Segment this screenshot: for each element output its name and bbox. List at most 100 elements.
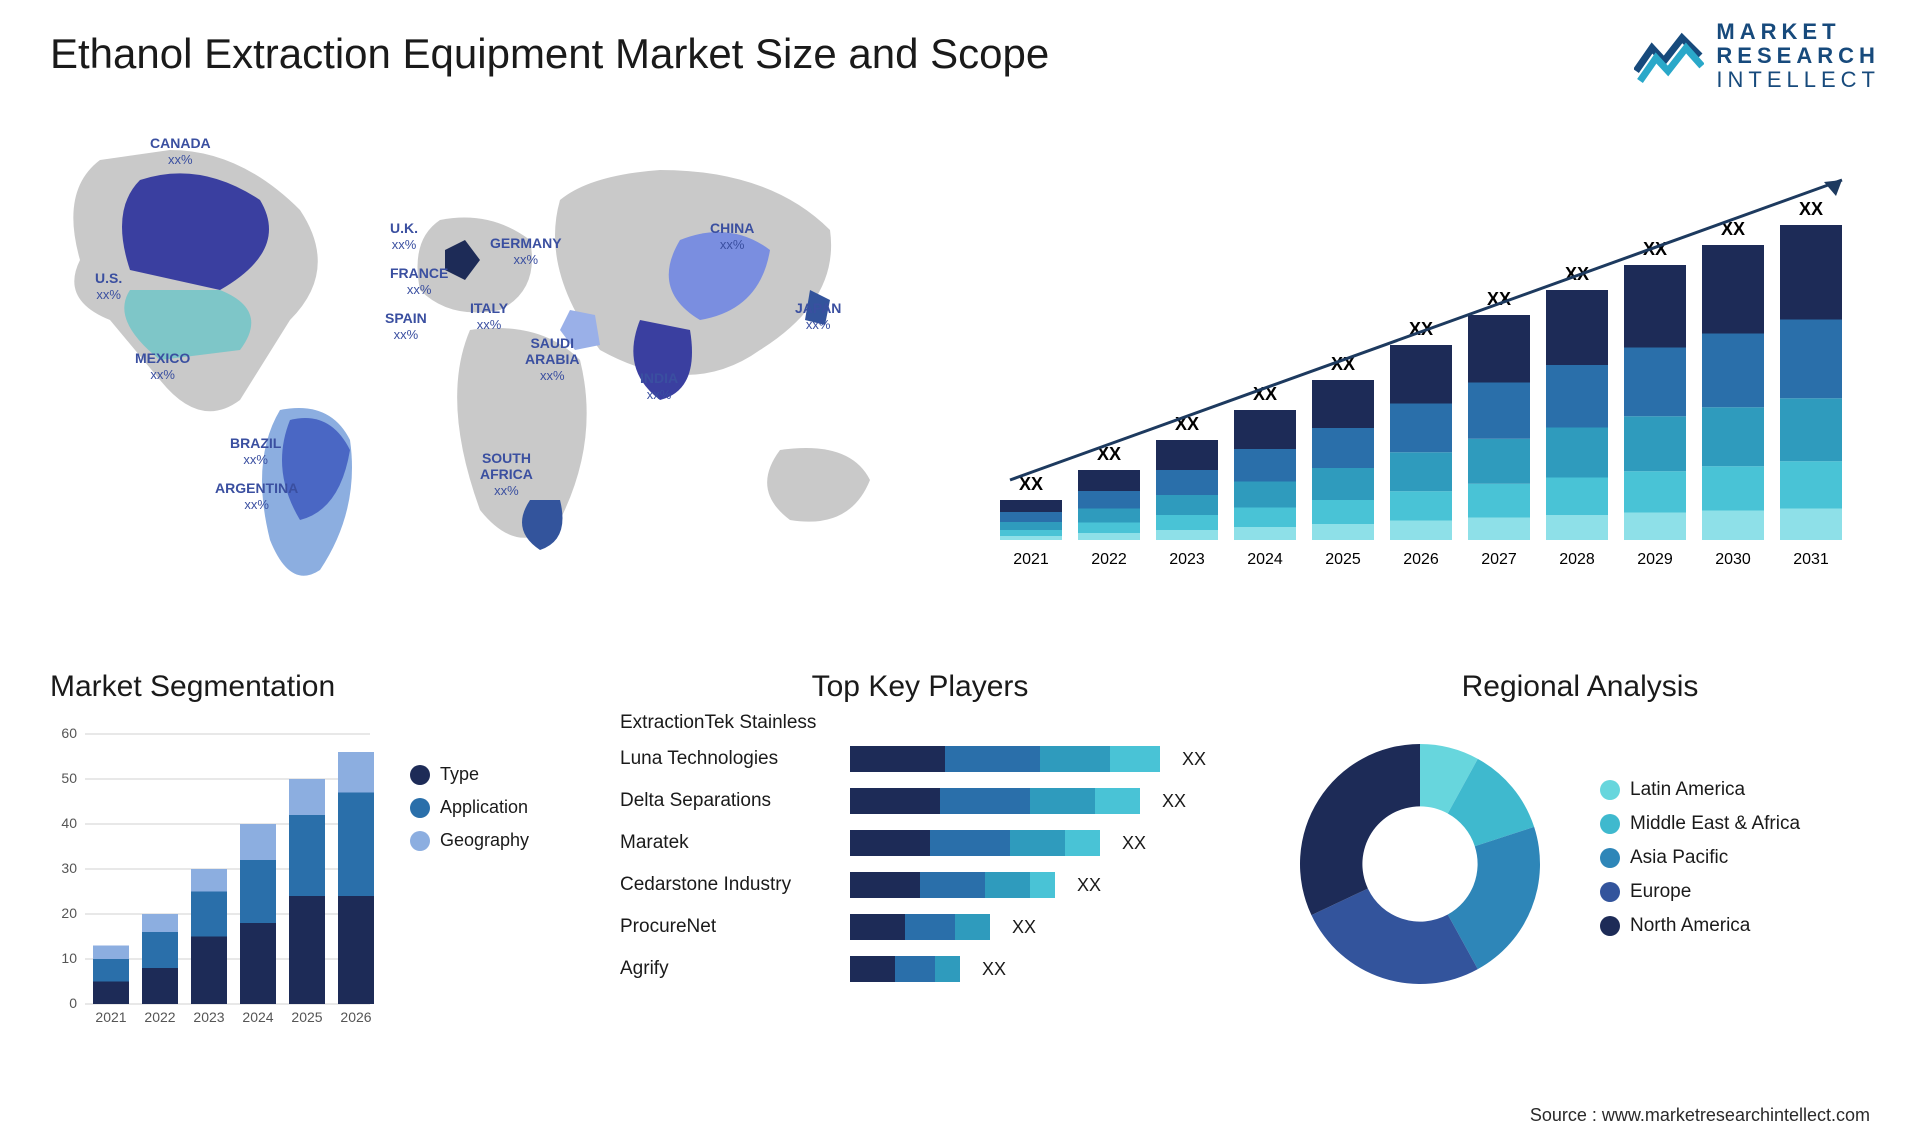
player-bar-seg	[985, 872, 1030, 898]
regional-legend-label: Asia Pacific	[1630, 847, 1728, 869]
growth-bar-seg	[1234, 410, 1296, 449]
growth-bar-seg	[1780, 225, 1842, 320]
player-row: AgrifyXX	[620, 948, 1220, 990]
growth-bar-seg	[1624, 416, 1686, 471]
seg-legend-item: Geography	[410, 830, 529, 851]
legend-swatch-icon	[1600, 814, 1620, 834]
growth-bar-seg	[1078, 509, 1140, 523]
seg-legend-label: Application	[440, 797, 528, 818]
player-bar-seg	[1030, 788, 1095, 814]
svg-text:2025: 2025	[291, 1009, 322, 1025]
growth-bar-seg	[1546, 515, 1608, 540]
seg-bar-seg	[289, 815, 325, 896]
seg-bar-seg	[240, 824, 276, 860]
player-name: Luna Technologies	[620, 748, 840, 770]
players-title: Top Key Players	[620, 670, 1220, 704]
growth-bar-seg	[1624, 265, 1686, 348]
logo-mark-icon	[1634, 26, 1704, 86]
player-bar	[850, 872, 1055, 898]
growth-bar-seg	[1000, 512, 1062, 522]
growth-bar-seg	[1390, 404, 1452, 453]
growth-bar-seg	[1078, 523, 1140, 534]
logo-line-3: INTELLECT	[1716, 68, 1880, 92]
growth-bar-year: 2025	[1325, 551, 1361, 568]
growth-bar-seg	[1546, 290, 1608, 365]
player-bar-seg	[920, 872, 985, 898]
player-bar-seg	[1030, 872, 1055, 898]
segmentation-legend: Type Application Geography	[410, 764, 529, 863]
growth-bar-seg	[1468, 315, 1530, 383]
seg-bar-seg	[191, 937, 227, 1005]
player-bar-seg	[895, 956, 935, 982]
growth-bar-seg	[1234, 508, 1296, 528]
svg-text:2023: 2023	[193, 1009, 224, 1025]
player-row: ProcureNetXX	[620, 906, 1220, 948]
player-bar	[850, 830, 1100, 856]
player-row: Luna Technologies XX	[620, 738, 1220, 780]
seg-bar-seg	[338, 896, 374, 1004]
regional-legend-label: Europe	[1630, 881, 1691, 903]
growth-bar-value: XX	[1799, 199, 1823, 219]
player-bar-seg	[945, 746, 1040, 772]
growth-bar-seg	[1546, 365, 1608, 428]
player-bar-seg	[1095, 788, 1140, 814]
svg-text:2024: 2024	[242, 1009, 273, 1025]
growth-bar-seg	[1702, 511, 1764, 541]
segmentation-title: Market Segmentation	[50, 670, 590, 704]
growth-bar-seg	[1312, 500, 1374, 524]
seg-legend-item: Application	[410, 797, 529, 818]
svg-text:2022: 2022	[144, 1009, 175, 1025]
segmentation-chart-svg: 0102030405060202120222023202420252026	[50, 724, 380, 1034]
player-bar-seg	[850, 746, 945, 772]
player-bar-seg	[930, 830, 1010, 856]
svg-text:60: 60	[61, 725, 77, 741]
segmentation-panel: Market Segmentation 01020304050602021202…	[50, 670, 590, 1034]
player-bar-seg	[850, 830, 930, 856]
growth-bar-seg	[1078, 533, 1140, 540]
map-label-spain: SPAINxx%	[385, 310, 427, 343]
seg-bar-seg	[240, 923, 276, 1004]
source-attribution: Source : www.marketresearchintellect.com	[1530, 1105, 1870, 1126]
player-name: Delta Separations	[620, 790, 840, 812]
legend-swatch-icon	[1600, 780, 1620, 800]
seg-bar-seg	[289, 896, 325, 1004]
logo-line-1: MARKET	[1716, 20, 1880, 44]
regional-legend-item: Asia Pacific	[1600, 847, 1800, 869]
growth-bar-year: 2030	[1715, 551, 1751, 568]
player-value: XX	[1182, 749, 1206, 770]
growth-bar-seg	[1156, 515, 1218, 530]
key-players-panel: Top Key Players ExtractionTek Stainless …	[620, 670, 1220, 990]
regional-legend-label: Latin America	[1630, 779, 1745, 801]
player-value: XX	[1012, 917, 1036, 938]
map-label-china: CHINAxx%	[710, 220, 754, 253]
map-label-south-africa: SOUTHAFRICAxx%	[480, 450, 533, 499]
legend-swatch-icon	[410, 798, 430, 818]
growth-bar-year: 2027	[1481, 551, 1517, 568]
legend-swatch-icon	[410, 831, 430, 851]
growth-bar-chart: XX2021XX2022XX2023XX2024XX2025XX2026XX20…	[990, 160, 1870, 590]
growth-bar-seg	[1312, 524, 1374, 540]
seg-legend-item: Type	[410, 764, 529, 785]
growth-bar-seg	[1000, 536, 1062, 540]
regional-panel: Regional Analysis Latin AmericaMiddle Ea…	[1280, 670, 1880, 1004]
growth-bar-year: 2026	[1403, 551, 1439, 568]
player-bar-seg	[850, 914, 905, 940]
regional-legend-label: North America	[1630, 915, 1750, 937]
growth-bar-seg	[1780, 509, 1842, 541]
growth-bar-seg	[1234, 449, 1296, 482]
growth-bar-seg	[1468, 383, 1530, 439]
svg-text:2021: 2021	[95, 1009, 126, 1025]
brand-logo: MARKET RESEARCH INTELLECT	[1634, 20, 1880, 93]
seg-bar-seg	[338, 752, 374, 793]
growth-bar-seg	[1702, 407, 1764, 466]
growth-bar-seg	[1156, 495, 1218, 515]
regional-title: Regional Analysis	[1280, 670, 1880, 704]
player-row: Cedarstone IndustryXX	[620, 864, 1220, 906]
svg-text:10: 10	[61, 950, 77, 966]
player-bar-seg	[905, 914, 955, 940]
growth-bar-year: 2031	[1793, 551, 1829, 568]
player-value: XX	[1077, 875, 1101, 896]
player-bar-seg	[1010, 830, 1065, 856]
seg-bar-seg	[142, 932, 178, 968]
seg-legend-label: Geography	[440, 830, 529, 851]
